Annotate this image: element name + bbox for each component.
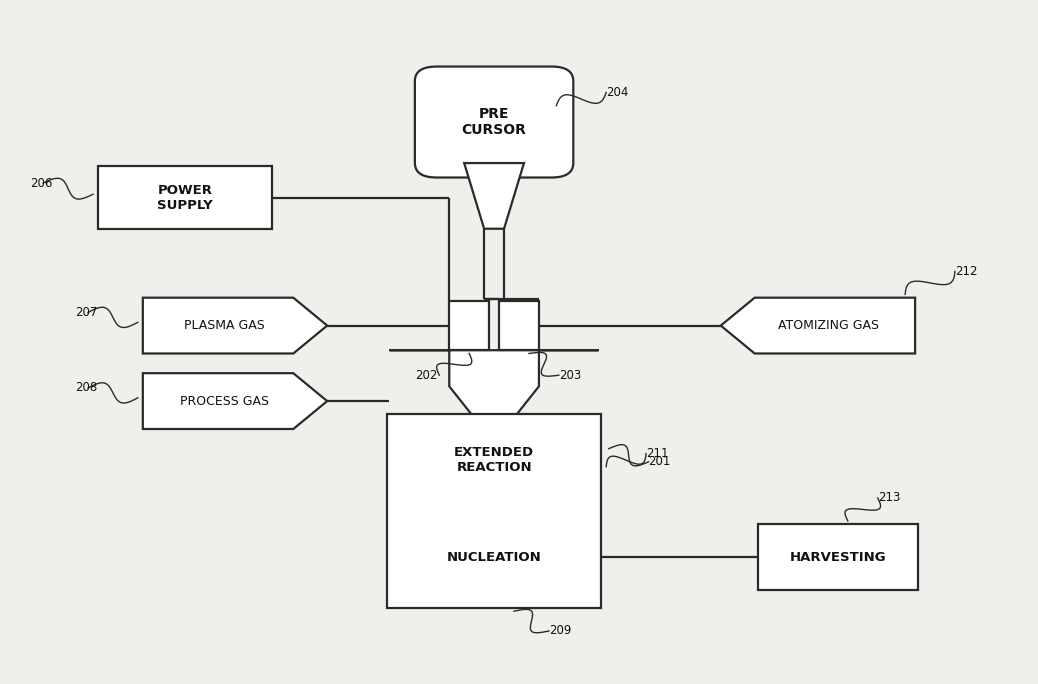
Text: 208: 208 bbox=[75, 382, 98, 395]
Text: 207: 207 bbox=[75, 306, 98, 319]
Text: 211: 211 bbox=[646, 447, 668, 460]
Polygon shape bbox=[143, 373, 327, 429]
FancyBboxPatch shape bbox=[415, 66, 573, 178]
Text: PLASMA GAS: PLASMA GAS bbox=[185, 319, 266, 332]
Text: PRE
CURSOR: PRE CURSOR bbox=[462, 107, 526, 137]
Polygon shape bbox=[389, 350, 599, 429]
Text: HARVESTING: HARVESTING bbox=[790, 551, 886, 564]
Polygon shape bbox=[464, 163, 524, 228]
Text: PROCESS GAS: PROCESS GAS bbox=[181, 395, 269, 408]
Text: 209: 209 bbox=[549, 624, 571, 637]
Text: 213: 213 bbox=[878, 491, 900, 505]
Bar bbox=[449, 301, 489, 350]
Polygon shape bbox=[143, 298, 327, 354]
Text: 206: 206 bbox=[30, 176, 53, 189]
Bar bbox=[387, 415, 601, 608]
Polygon shape bbox=[720, 298, 916, 354]
Text: 202: 202 bbox=[415, 369, 437, 382]
Bar bbox=[98, 166, 272, 228]
Text: POWER
SUPPLY: POWER SUPPLY bbox=[158, 183, 213, 211]
Bar bbox=[758, 524, 918, 590]
Text: 204: 204 bbox=[606, 86, 629, 99]
Text: 201: 201 bbox=[649, 456, 671, 469]
Text: EXTENDED
REACTION: EXTENDED REACTION bbox=[454, 446, 535, 474]
Text: 203: 203 bbox=[558, 369, 581, 382]
Text: ATOMIZING GAS: ATOMIZING GAS bbox=[777, 319, 878, 332]
Text: NUCLEATION: NUCLEATION bbox=[446, 551, 542, 564]
Bar bbox=[499, 301, 539, 350]
Text: 212: 212 bbox=[955, 265, 978, 278]
